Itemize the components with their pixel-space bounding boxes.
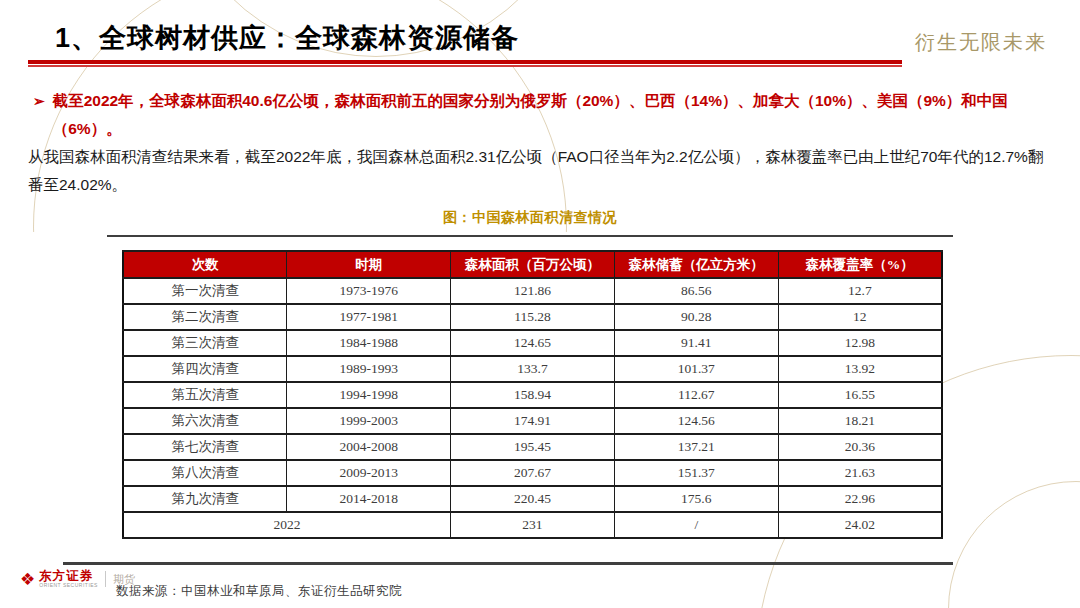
table-row: 第八次清查2009-2013207.67151.3721.63 (123, 460, 942, 486)
column-header: 森林覆盖率（%） (778, 251, 942, 278)
diamond-logo-icon: ❖ (20, 571, 35, 588)
table-row: 第三次清查1984-1988124.6591.4112.98 (123, 330, 942, 356)
table-row: 第九次清查2014-2018220.45175.622.96 (123, 486, 942, 512)
table-cell: 133.7 (451, 356, 615, 382)
table-row: 第六次清查1999-2003174.91124.5618.21 (123, 408, 942, 434)
table-cell: 12.7 (778, 278, 942, 304)
table-cell: 220.45 (451, 486, 615, 512)
header-row: 次数 时期 森林面积（百万公顷） 森林储蓄（亿立方米） 森林覆盖率（%） (123, 251, 942, 278)
inventory-table: 次数 时期 森林面积（百万公顷） 森林储蓄（亿立方米） 森林覆盖率（%） 第一次… (122, 250, 943, 539)
table-cell: 1999-2003 (287, 408, 451, 434)
table-row: 第五次清查1994-1998158.94112.6716.55 (123, 382, 942, 408)
table-cell: 124.65 (451, 330, 615, 356)
table-cell: 2004-2008 (287, 434, 451, 460)
table-cell: 12.98 (778, 330, 942, 356)
table-cell: 16.55 (778, 382, 942, 408)
table-cell: 第五次清查 (123, 382, 287, 408)
page-title: 1、全球树材供应：全球森林资源储备 (55, 20, 519, 56)
table-cell: 90.28 (614, 304, 778, 330)
inventory-table-foot: 2022 231 / 24.02 (123, 512, 942, 538)
table-cell: 1989-1993 (287, 356, 451, 382)
figure-caption: 图：中国森林面积清查情况 (107, 209, 953, 227)
summary-stock-cell: / (614, 512, 778, 538)
arrow-bullet-icon: ➢ (33, 87, 45, 115)
table-cell: 91.41 (614, 330, 778, 356)
table-cell: 第三次清查 (123, 330, 287, 356)
logo-divider (105, 571, 106, 587)
summary-coverage-cell: 24.02 (778, 512, 942, 538)
table-cell: 151.37 (614, 460, 778, 486)
table-row: 第四次清查1989-1993133.7101.3713.92 (123, 356, 942, 382)
column-header: 森林面积（百万公顷） (451, 251, 615, 278)
table-cell: 第八次清查 (123, 460, 287, 486)
column-header: 森林储蓄（亿立方米） (614, 251, 778, 278)
table-cell: 1984-1988 (287, 330, 451, 356)
table-cell: 第一次清查 (123, 278, 287, 304)
key-point-paragraph: ➢ 截至2022年，全球森林面积40.6亿公顷，森林面积前五的国家分别为俄罗斯（… (33, 87, 1052, 143)
inventory-table-body: 第一次清查1973-1976121.8686.5612.7第二次清查1977-1… (123, 278, 942, 512)
table-row: 第二次清查1977-1981115.2890.2812 (123, 304, 942, 330)
table-cell: 第四次清查 (123, 356, 287, 382)
logo-name: 东方证券 (39, 570, 98, 582)
figure-bottom-rule (63, 562, 953, 565)
summary-label-cell: 2022 (123, 512, 451, 538)
figure-top-rule (107, 235, 953, 237)
body-paragraph: 从我国森林面积清查结果来看，截至2022年底，我国森林总面积2.31亿公顷（FA… (28, 143, 1054, 199)
table-cell: 第七次清查 (123, 434, 287, 460)
table-cell: 137.21 (614, 434, 778, 460)
table-cell: 115.28 (451, 304, 615, 330)
table-cell: 18.21 (778, 408, 942, 434)
table-cell: 21.63 (778, 460, 942, 486)
table-cell: 1977-1981 (287, 304, 451, 330)
table-cell: 22.96 (778, 486, 942, 512)
table-cell: 第六次清查 (123, 408, 287, 434)
summary-row: 2022 231 / 24.02 (123, 512, 942, 538)
table-cell: 207.67 (451, 460, 615, 486)
summary-area-cell: 231 (451, 512, 615, 538)
table-cell: 20.36 (778, 434, 942, 460)
table-cell: 195.45 (451, 434, 615, 460)
table-cell: 2009-2013 (287, 460, 451, 486)
table-cell: 12 (778, 304, 942, 330)
table-cell: 86.56 (614, 278, 778, 304)
table-cell: 175.6 (614, 486, 778, 512)
table-cell: 1973-1976 (287, 278, 451, 304)
table-row: 第七次清查2004-2008195.45137.2120.36 (123, 434, 942, 460)
table-cell: 124.56 (614, 408, 778, 434)
table-cell: 第二次清查 (123, 304, 287, 330)
table-cell: 13.92 (778, 356, 942, 382)
title-underline-rule (28, 60, 902, 67)
key-point-text: 截至2022年，全球森林面积40.6亿公顷，森林面积前五的国家分别为俄罗斯（20… (53, 87, 1052, 143)
table-cell: 158.94 (451, 382, 615, 408)
table-row: 第一次清查1973-1976121.8686.5612.7 (123, 278, 942, 304)
logo-subtitle: ORIENT SECURITIES (39, 582, 98, 588)
data-source-note: 数据来源：中国林业和草原局、东证衍生品研究院 (116, 583, 402, 600)
column-header: 次数 (123, 251, 287, 278)
table-cell: 121.86 (451, 278, 615, 304)
table-cell: 174.91 (451, 408, 615, 434)
inventory-table-header: 次数 时期 森林面积（百万公顷） 森林储蓄（亿立方米） 森林覆盖率（%） (123, 251, 942, 278)
brand-slogan: 衍生无限未来 (915, 29, 1047, 56)
column-header: 时期 (287, 251, 451, 278)
table-cell: 2014-2018 (287, 486, 451, 512)
table-cell: 101.37 (614, 356, 778, 382)
table-cell: 112.67 (614, 382, 778, 408)
table-cell: 第九次清查 (123, 486, 287, 512)
table-cell: 1994-1998 (287, 382, 451, 408)
